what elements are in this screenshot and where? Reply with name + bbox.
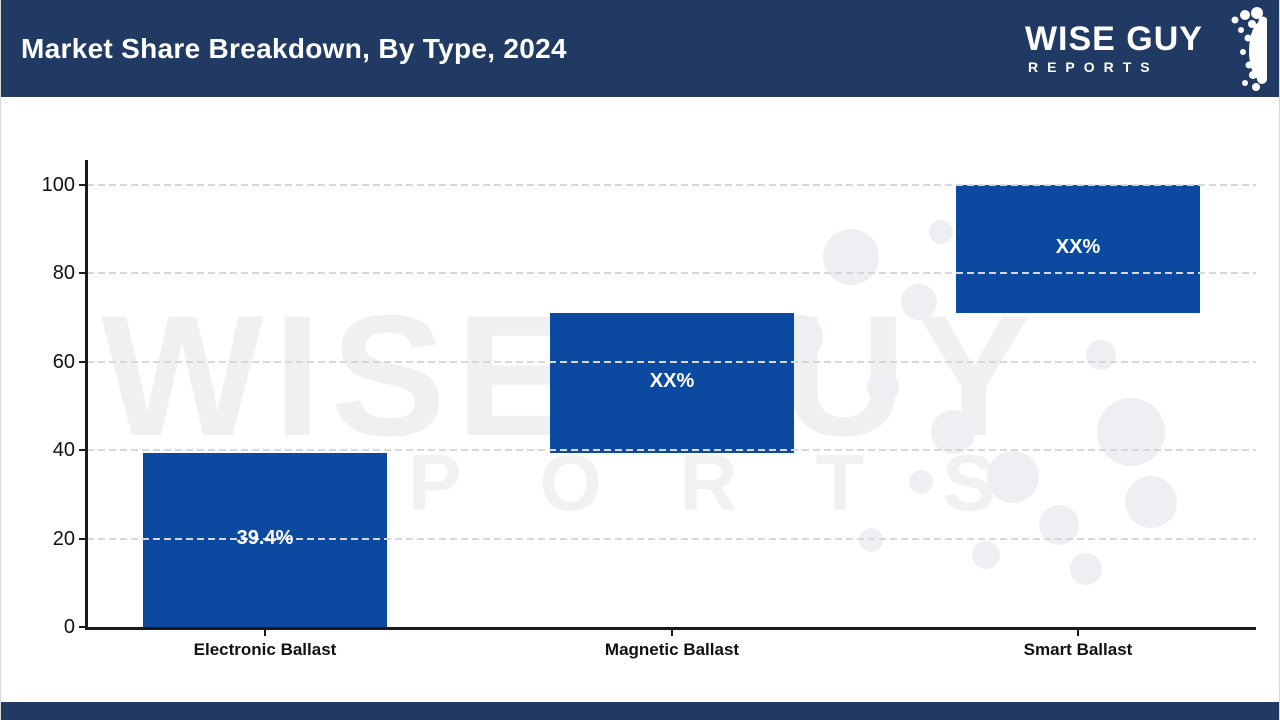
bar-label-0: 39.4%	[236, 526, 294, 549]
watermark-face-icon	[779, 220, 1177, 585]
y-tick-label-20: 20	[52, 527, 75, 550]
y-tick-60	[79, 360, 87, 363]
y-axis	[85, 160, 88, 627]
footer-bar	[1, 702, 1279, 720]
gridline-y-100	[87, 184, 1256, 186]
y-tick-40	[79, 449, 87, 452]
x-category-label-2: Smart Ballast	[1023, 640, 1133, 659]
wiseguy-logo: WISE GUY REPORTS	[1025, 6, 1267, 91]
y-tick-100	[79, 184, 87, 186]
logo-text: WISE GUY REPORTS	[1025, 22, 1203, 75]
y-tick-20	[79, 537, 87, 540]
x-category-label-1: Magnetic Ballast	[604, 640, 740, 659]
gridline-y-80	[87, 272, 1256, 275]
page-title: Market Share Breakdown, By Type, 2024	[21, 32, 567, 64]
y-tick-80	[79, 272, 87, 275]
x-axis	[85, 627, 1256, 630]
chart-canvas: WISE GUY REPORTS 0 20 40 60 80 100 39.4% Electr…	[1, 97, 1279, 702]
x-tick-0	[264, 629, 266, 636]
bar-1	[550, 313, 794, 453]
bar-0	[143, 452, 387, 627]
gridline-y-40	[87, 449, 1256, 452]
bar-2	[956, 185, 1200, 314]
x-tick-2	[1077, 629, 1079, 636]
x-tick-1	[671, 629, 673, 636]
y-tick-0	[79, 626, 87, 628]
header-bar: Market Share Breakdown, By Type, 2024 WI…	[1, 0, 1279, 97]
x-category-label-0: Electronic Ballast	[193, 640, 337, 659]
y-tick-label-80: 80	[52, 262, 75, 285]
bar-label-2: XX%	[1055, 236, 1101, 259]
y-tick-label-0: 0	[63, 616, 75, 638]
gridline-y-20	[87, 537, 1256, 540]
logo-face-icon	[1231, 6, 1267, 91]
y-tick-label-40: 40	[52, 439, 75, 462]
y-tick-label-60: 60	[52, 350, 75, 373]
y-tick-label-100: 100	[41, 174, 75, 196]
bar-label-1: XX%	[649, 370, 695, 393]
logo-subtitle: REPORTS	[1027, 59, 1159, 75]
logo-wordmark: WISE GUY	[1024, 20, 1203, 58]
gridline-y-60	[87, 360, 1256, 363]
